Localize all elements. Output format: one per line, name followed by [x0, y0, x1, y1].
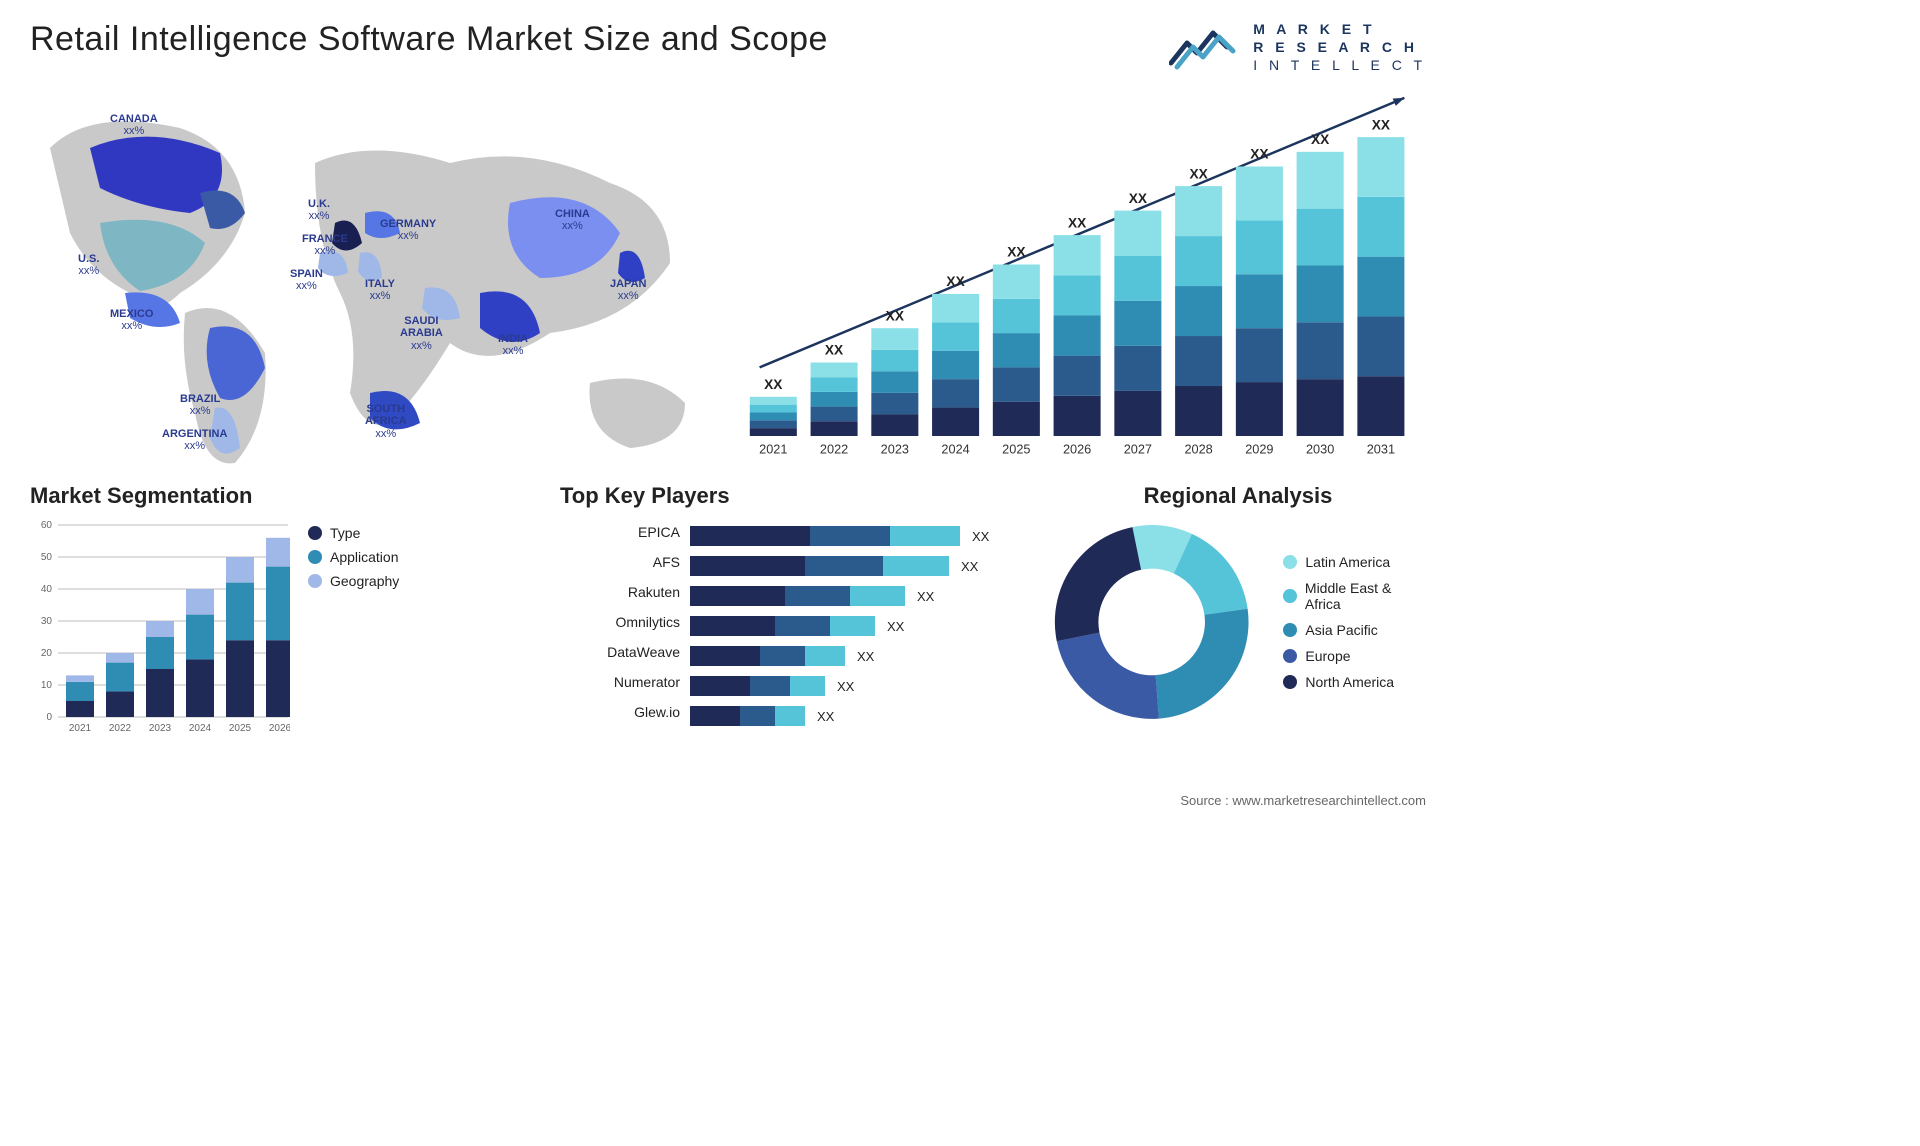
- svg-text:2023: 2023: [881, 441, 909, 456]
- legend-item: Application: [308, 549, 399, 565]
- logo-text: M A R K E T R E S E A R C H I N T E L L …: [1253, 20, 1426, 75]
- svg-text:2026: 2026: [269, 723, 290, 734]
- legend-item: Geography: [308, 573, 399, 589]
- key-players-panel: Top Key Players EPICAAFSRakutenOmnilytic…: [560, 483, 1040, 737]
- svg-text:0: 0: [46, 712, 52, 723]
- svg-text:XX: XX: [857, 649, 875, 664]
- svg-text:XX: XX: [887, 619, 905, 634]
- key-players-names: EPICAAFSRakutenOmnilyticsDataWeaveNumera…: [560, 517, 680, 727]
- svg-text:2026: 2026: [1063, 441, 1091, 456]
- svg-text:XX: XX: [817, 709, 835, 724]
- svg-text:XX: XX: [886, 308, 905, 323]
- key-players-chart: XXXXXXXXXXXXXX: [690, 517, 1010, 737]
- key-player-name: Numerator: [560, 667, 680, 697]
- map-country-label: SPAINxx%: [290, 268, 323, 293]
- svg-text:40: 40: [41, 584, 53, 595]
- regional-title: Regional Analysis: [1050, 483, 1426, 509]
- svg-text:2030: 2030: [1306, 441, 1334, 456]
- svg-text:2031: 2031: [1367, 441, 1395, 456]
- svg-text:XX: XX: [1311, 132, 1330, 147]
- map-country-label: FRANCExx%: [302, 233, 348, 258]
- svg-text:10: 10: [41, 680, 53, 691]
- svg-text:XX: XX: [917, 589, 935, 604]
- svg-text:2023: 2023: [149, 723, 172, 734]
- map-country-label: CANADAxx%: [110, 113, 158, 138]
- map-country-label: U.S.xx%: [78, 253, 99, 278]
- svg-text:2027: 2027: [1124, 441, 1152, 456]
- svg-text:XX: XX: [764, 377, 783, 392]
- legend-item: Asia Pacific: [1283, 622, 1426, 638]
- segmentation-panel: Market Segmentation 0 10 20 30 40 50 60 2021 202…: [30, 483, 550, 737]
- svg-text:2028: 2028: [1184, 441, 1212, 456]
- page-title: Retail Intelligence Software Market Size…: [30, 20, 828, 59]
- svg-text:XX: XX: [972, 529, 990, 544]
- legend-item: Europe: [1283, 648, 1426, 664]
- key-player-name: AFS: [560, 547, 680, 577]
- key-players-title: Top Key Players: [560, 483, 1040, 509]
- map-country-label: ARGENTINAxx%: [162, 428, 227, 453]
- regional-donut-chart: [1050, 517, 1253, 727]
- segmentation-legend: Type Application Geography: [308, 517, 399, 597]
- legend-item: Type: [308, 525, 399, 541]
- map-country-label: JAPANxx%: [610, 278, 646, 303]
- source-attribution: Source : www.marketresearchintellect.com: [1180, 793, 1426, 808]
- svg-text:60: 60: [41, 520, 53, 531]
- svg-text:XX: XX: [946, 274, 965, 289]
- key-player-name: Omnilytics: [560, 607, 680, 637]
- legend-item: Latin America: [1283, 554, 1426, 570]
- svg-text:XX: XX: [961, 559, 979, 574]
- map-country-label: INDIAxx%: [498, 333, 528, 358]
- regional-panel: Regional Analysis Latin America Middle Ea…: [1050, 483, 1426, 737]
- svg-text:2025: 2025: [1002, 441, 1030, 456]
- key-player-name: Rakuten: [560, 577, 680, 607]
- legend-item: North America: [1283, 674, 1426, 690]
- key-player-name: EPICA: [560, 517, 680, 547]
- regional-legend: Latin America Middle East & Africa Asia Pa…: [1283, 544, 1426, 700]
- map-country-label: MEXICOxx%: [110, 308, 153, 333]
- svg-text:2022: 2022: [820, 441, 848, 456]
- svg-text:XX: XX: [1372, 117, 1391, 132]
- svg-text:2024: 2024: [189, 723, 212, 734]
- svg-text:2022: 2022: [109, 723, 132, 734]
- svg-text:XX: XX: [1189, 166, 1208, 181]
- svg-text:2029: 2029: [1245, 441, 1273, 456]
- svg-text:2024: 2024: [941, 441, 969, 456]
- svg-text:2021: 2021: [69, 723, 92, 734]
- svg-text:50: 50: [41, 552, 53, 563]
- svg-text:XX: XX: [1129, 190, 1148, 205]
- legend-item: Middle East & Africa: [1283, 580, 1426, 612]
- svg-text:20: 20: [41, 648, 53, 659]
- segmentation-chart: 0 10 20 30 40 50 60 2021 2022 2023 2024 2025 2026: [30, 517, 290, 737]
- key-player-name: DataWeave: [560, 637, 680, 667]
- map-country-label: GERMANYxx%: [380, 218, 436, 243]
- map-country-label: U.K.xx%: [308, 198, 330, 223]
- world-map-panel: CANADAxx% U.S.xx% MEXICOxx% BRAZILxx% ARGENT…: [30, 93, 710, 473]
- svg-text:XX: XX: [825, 342, 844, 357]
- svg-text:30: 30: [41, 616, 53, 627]
- svg-text:2025: 2025: [229, 723, 252, 734]
- svg-text:XX: XX: [1068, 215, 1087, 230]
- brand-logo: M A R K E T R E S E A R C H I N T E L L …: [1169, 20, 1426, 75]
- segmentation-title: Market Segmentation: [30, 483, 550, 509]
- map-country-label: CHINAxx%: [555, 208, 590, 233]
- map-country-label: ITALYxx%: [365, 278, 395, 303]
- map-country-label: BRAZILxx%: [180, 393, 220, 418]
- svg-text:XX: XX: [837, 679, 855, 694]
- map-country-label: SOUTHAFRICAxx%: [365, 403, 407, 441]
- svg-text:XX: XX: [1007, 244, 1026, 259]
- key-player-name: Glew.io: [560, 697, 680, 727]
- svg-text:2021: 2021: [759, 441, 787, 456]
- logo-mark-icon: [1169, 23, 1239, 71]
- svg-text:XX: XX: [1250, 146, 1269, 161]
- forecast-chart: XX 2021 XX 2022 XX 2023 XX 2024 XX 2025 XX 2026 XX 20…: [740, 93, 1426, 473]
- map-country-label: SAUDIARABIAxx%: [400, 315, 443, 353]
